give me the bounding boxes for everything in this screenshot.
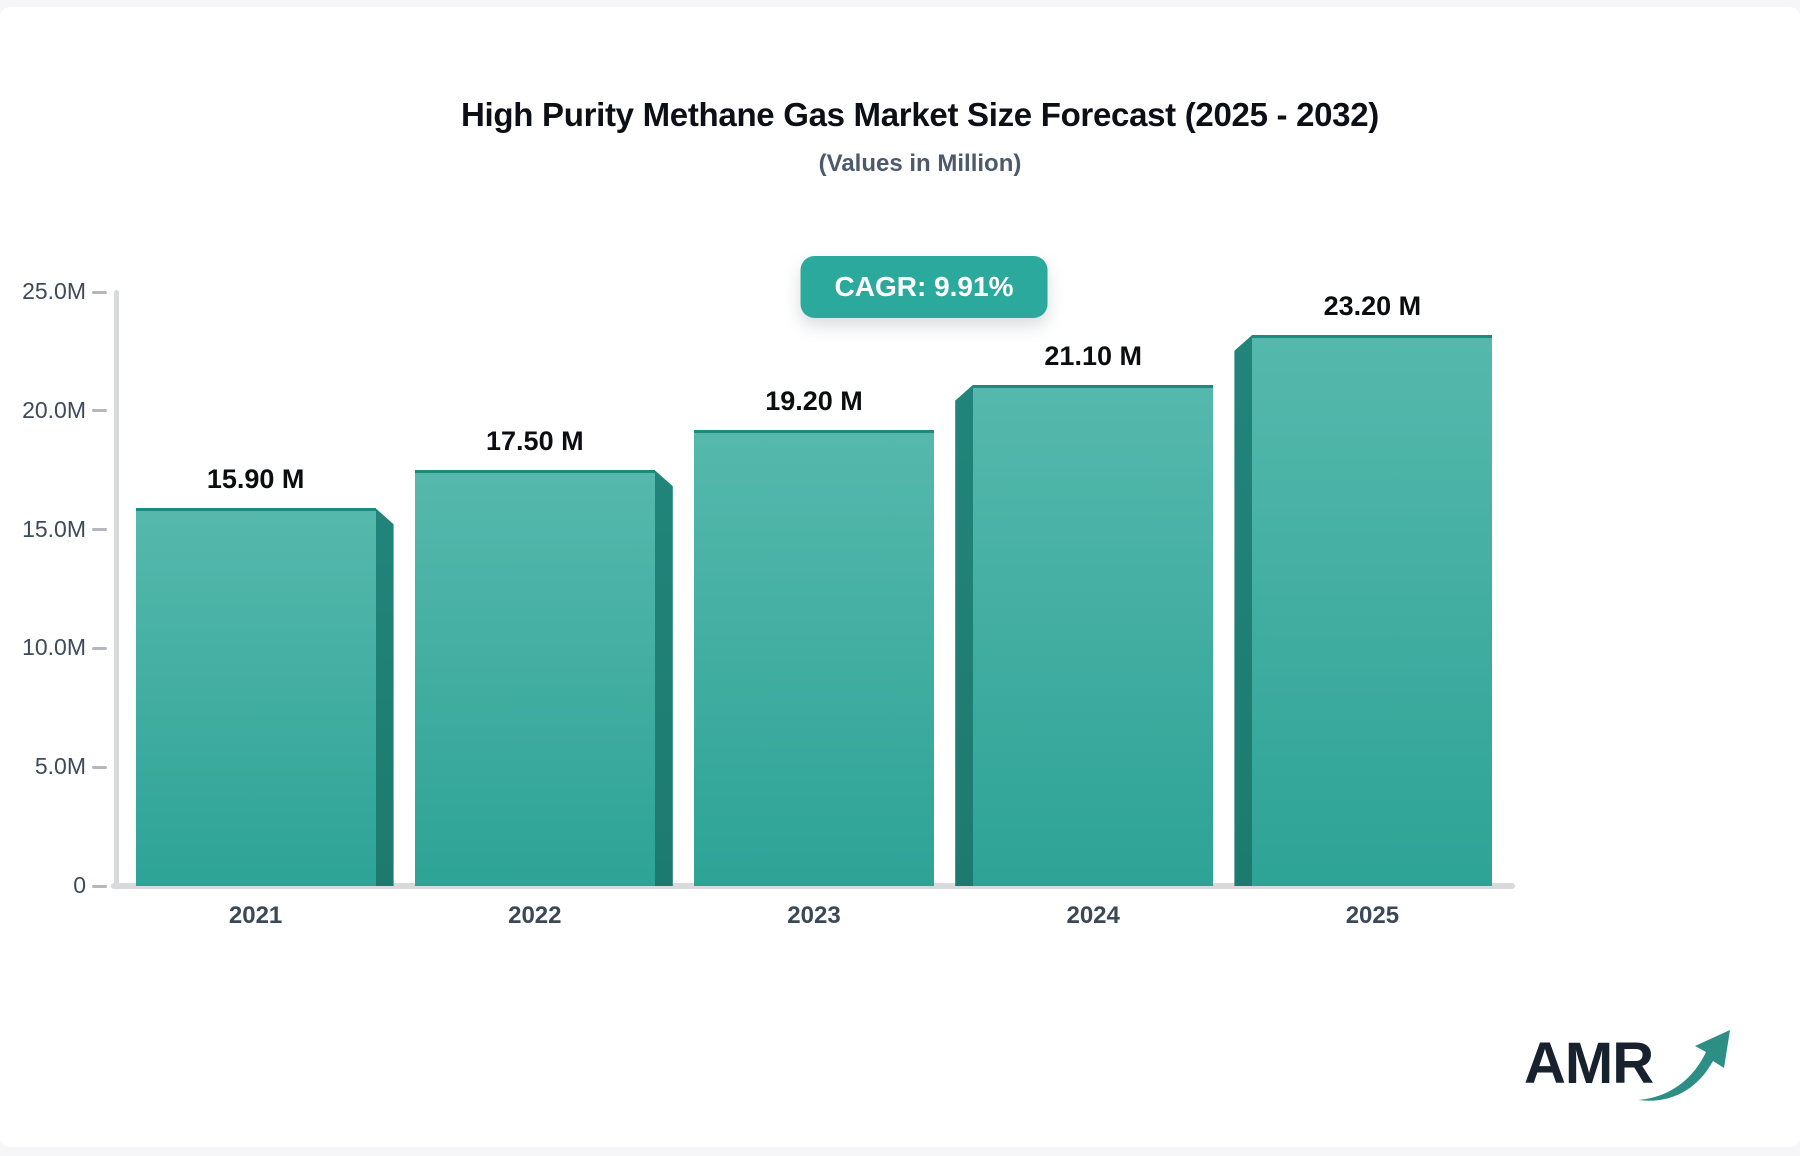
y-axis-tick bbox=[92, 646, 107, 650]
bar-side-face bbox=[955, 384, 974, 886]
y-axis-line bbox=[114, 290, 119, 889]
y-axis-tick bbox=[92, 409, 107, 413]
bar-value-label: 17.50 M bbox=[486, 426, 584, 457]
bar-value-label: 19.20 M bbox=[765, 385, 863, 416]
x-axis-label: 2022 bbox=[508, 902, 562, 929]
bar bbox=[414, 470, 655, 886]
y-axis-tick-label: 0 bbox=[73, 872, 86, 898]
bar-side-face bbox=[375, 508, 394, 886]
y-axis-tick-label: 20.0M bbox=[22, 396, 86, 423]
bar-value-label: 23.20 M bbox=[1323, 290, 1422, 321]
bar-side-face bbox=[1234, 334, 1253, 886]
y-axis-tick-label: 10.0M bbox=[22, 634, 86, 661]
cagr-badge: CAGR: 9.91% bbox=[800, 256, 1048, 318]
y-axis-tick bbox=[92, 528, 107, 532]
bar bbox=[973, 384, 1214, 886]
x-axis-label: 2025 bbox=[1345, 902, 1400, 929]
y-axis-tick bbox=[92, 884, 107, 888]
bar-value-label: 21.10 M bbox=[1044, 340, 1142, 371]
x-axis-label: 2021 bbox=[228, 902, 283, 929]
y-axis-tick bbox=[92, 290, 107, 294]
amr-logo-text: AMR bbox=[1524, 1031, 1654, 1096]
chart-title: High Purity Methane Gas Market Size Fore… bbox=[461, 96, 1379, 133]
y-axis-tick-label: 5.0M bbox=[34, 753, 86, 780]
y-axis-tick-label: 15.0M bbox=[22, 515, 86, 542]
x-axis-label: 2023 bbox=[787, 902, 841, 929]
bar bbox=[1252, 334, 1493, 886]
x-axis-line bbox=[111, 883, 1515, 889]
y-axis-tick-label: 25.0M bbox=[22, 278, 86, 304]
amr-logo: AMR bbox=[1524, 1022, 1730, 1112]
growth-arrow-icon bbox=[1638, 1030, 1730, 1101]
bar bbox=[135, 508, 376, 886]
bar-value-label: 15.90 M bbox=[206, 464, 305, 495]
chart-subtitle: (Values in Million) bbox=[818, 150, 1022, 177]
y-axis-tick bbox=[92, 765, 107, 769]
bar bbox=[694, 429, 934, 886]
x-axis-label: 2024 bbox=[1066, 902, 1120, 929]
bar-side-face bbox=[654, 470, 673, 886]
